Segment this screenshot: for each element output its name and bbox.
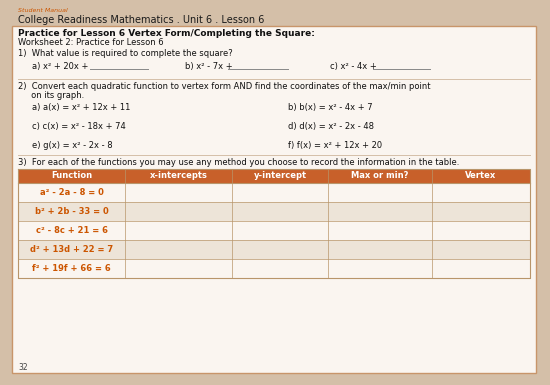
Text: e) g(x) = x² - 2x - 8: e) g(x) = x² - 2x - 8 [32, 141, 113, 150]
FancyBboxPatch shape [18, 221, 530, 240]
Text: Practice for Lesson 6 Vertex Form/Completing the Square:: Practice for Lesson 6 Vertex Form/Comple… [18, 29, 315, 38]
Text: 1)  What value is required to complete the square?: 1) What value is required to complete th… [18, 49, 233, 58]
Text: b) b(x) = x² - 4x + 7: b) b(x) = x² - 4x + 7 [288, 103, 373, 112]
Text: d) d(x) = x² - 2x - 48: d) d(x) = x² - 2x - 48 [288, 122, 374, 131]
Text: Max or min?: Max or min? [351, 171, 409, 181]
Text: 3)  For each of the functions you may use any method you choose to record the in: 3) For each of the functions you may use… [18, 158, 459, 167]
FancyBboxPatch shape [18, 240, 530, 259]
FancyBboxPatch shape [12, 26, 536, 373]
Text: Student Manual: Student Manual [18, 8, 68, 13]
Text: c) c(x) = x² - 18x + 74: c) c(x) = x² - 18x + 74 [32, 122, 126, 131]
Text: b² + 2b - 33 = 0: b² + 2b - 33 = 0 [35, 207, 108, 216]
Text: on its graph.: on its graph. [18, 91, 84, 100]
Text: a² - 2a - 8 = 0: a² - 2a - 8 = 0 [40, 188, 103, 197]
FancyBboxPatch shape [18, 259, 530, 278]
Text: d² + 13d + 22 = 7: d² + 13d + 22 = 7 [30, 245, 113, 254]
Text: c² - 8c + 21 = 6: c² - 8c + 21 = 6 [36, 226, 107, 235]
Text: x-intercepts: x-intercepts [150, 171, 207, 181]
Text: y-intercept: y-intercept [254, 171, 306, 181]
FancyBboxPatch shape [18, 183, 530, 202]
Text: a) a(x) = x² + 12x + 11: a) a(x) = x² + 12x + 11 [32, 103, 130, 112]
Text: Worksheet 2: Practice for Lesson 6: Worksheet 2: Practice for Lesson 6 [18, 38, 164, 47]
Text: f) f(x) = x² + 12x + 20: f) f(x) = x² + 12x + 20 [288, 141, 382, 150]
Text: College Readiness Mathematics . Unit 6 . Lesson 6: College Readiness Mathematics . Unit 6 .… [18, 15, 265, 25]
Text: c) x² - 4x +: c) x² - 4x + [330, 62, 377, 71]
Text: a) x² + 20x +: a) x² + 20x + [32, 62, 89, 71]
Text: Vertex: Vertex [465, 171, 497, 181]
FancyBboxPatch shape [18, 169, 530, 183]
Text: 2)  Convert each quadratic function to vertex form AND find the coordinates of t: 2) Convert each quadratic function to ve… [18, 82, 431, 91]
Text: f² + 19f + 66 = 6: f² + 19f + 66 = 6 [32, 264, 111, 273]
FancyBboxPatch shape [18, 202, 530, 221]
Text: Function: Function [51, 171, 92, 181]
Text: 32: 32 [18, 363, 28, 372]
Text: b) x² - 7x +: b) x² - 7x + [185, 62, 233, 71]
